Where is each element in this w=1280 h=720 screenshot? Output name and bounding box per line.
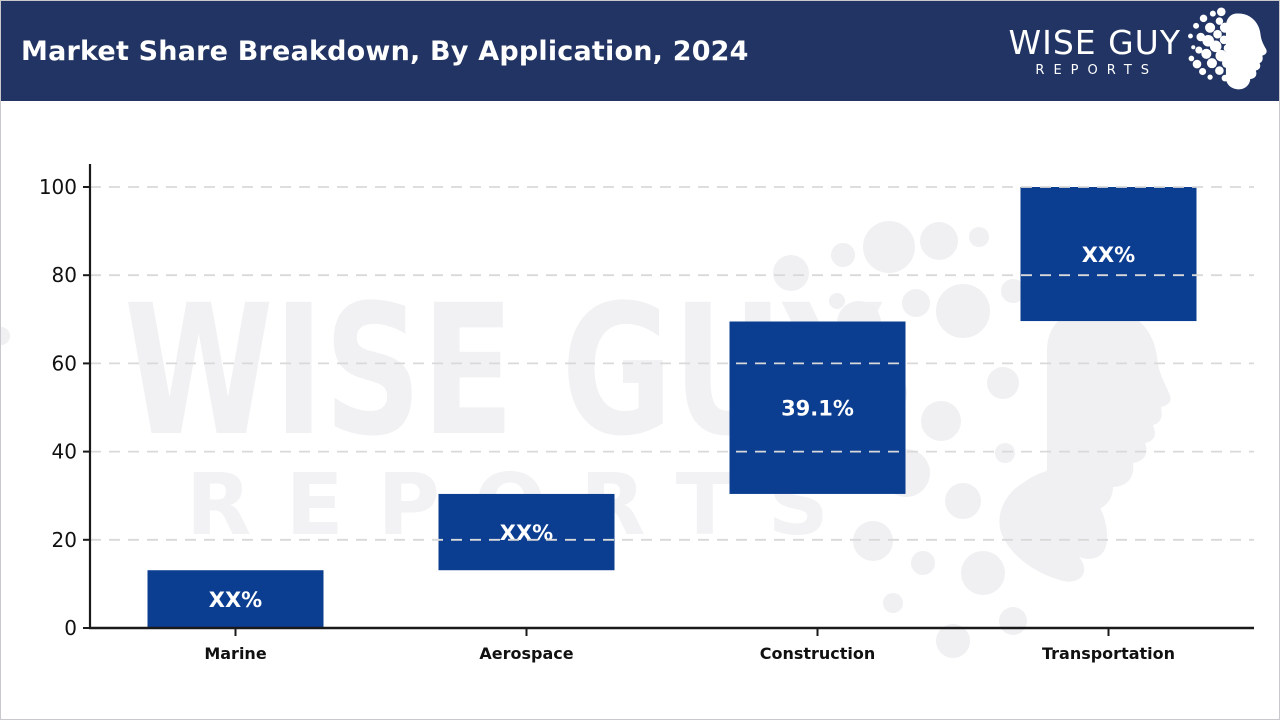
watermark-head-icon (999, 307, 1171, 582)
y-tick-label-60: 60 (52, 351, 77, 375)
x-tick-label-marine: Marine (204, 644, 266, 663)
y-tick-label-20: 20 (52, 528, 77, 552)
x-tick-label-aerospace: Aerospace (479, 644, 573, 663)
logo-wordmark: WISE GUY (1008, 22, 1181, 62)
x-tick-label-construction: Construction (760, 644, 876, 663)
header: Market Share Breakdown, By Application, … (1, 1, 1279, 101)
bar-construction (729, 321, 906, 494)
y-tick-label-80: 80 (52, 263, 77, 287)
bar-label-construction: 39.1% (781, 397, 854, 421)
bar-aerospace (438, 493, 615, 571)
bar-label-marine: XX% (209, 588, 262, 612)
y-tick-label-40: 40 (52, 440, 77, 464)
logo-subtitle: REPORTS (1035, 62, 1159, 78)
page-title: Market Share Breakdown, By Application, … (21, 35, 749, 67)
logo-head-icon (1188, 7, 1267, 90)
logo-text: WISE GUY REPORTS (1008, 26, 1181, 77)
bar-label-aerospace: XX% (500, 521, 553, 545)
bar-transportation (1020, 187, 1197, 322)
bar-label-transportation: XX% (1082, 243, 1135, 267)
x-tick-label-transportation: Transportation (1042, 644, 1175, 663)
y-tick-label-0: 0 (64, 616, 77, 640)
wiseguy-logo: WISE GUY REPORTS (1008, 7, 1267, 95)
y-tick-label-100: 100 (39, 175, 77, 199)
bar-marine (147, 570, 324, 628)
